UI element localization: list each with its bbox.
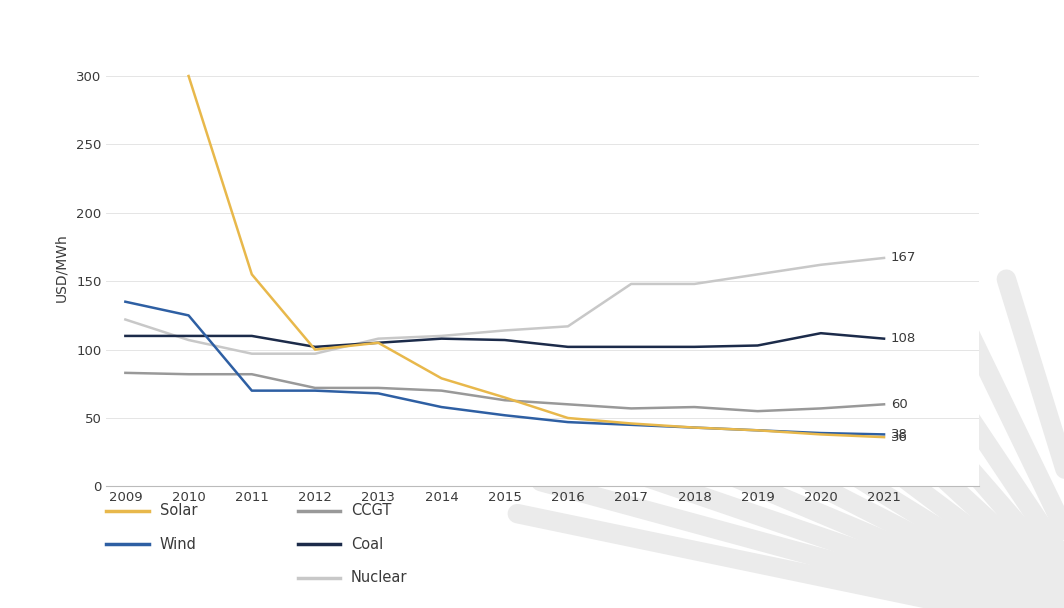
Text: 60: 60 — [891, 398, 908, 411]
Text: CCGT: CCGT — [351, 503, 392, 518]
Text: Coal: Coal — [351, 537, 383, 551]
Text: 38: 38 — [891, 428, 908, 441]
Text: 108: 108 — [891, 332, 916, 345]
Text: 167: 167 — [891, 252, 916, 264]
Text: Wind: Wind — [160, 537, 197, 551]
Y-axis label: USD/MWh: USD/MWh — [54, 233, 68, 302]
Text: 36: 36 — [891, 430, 908, 444]
Text: Solar: Solar — [160, 503, 197, 518]
Text: Nuclear: Nuclear — [351, 570, 408, 585]
